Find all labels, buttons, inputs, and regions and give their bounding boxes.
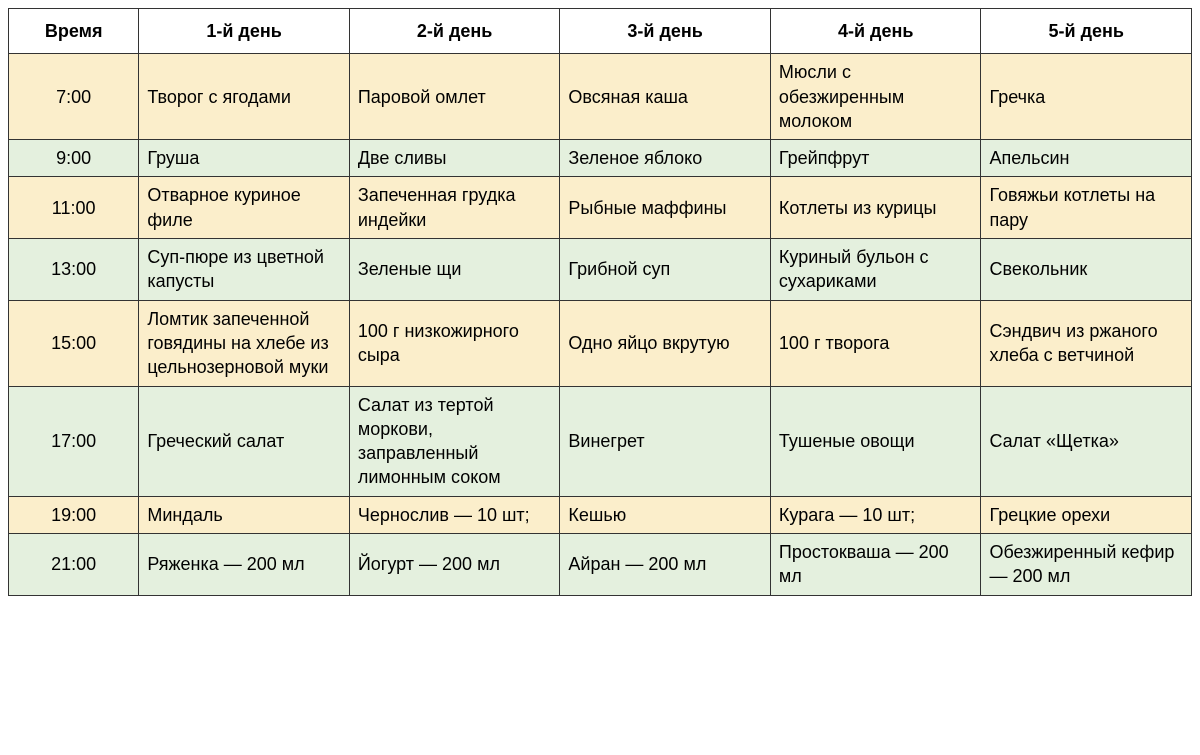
- meal-plan-table: Время 1-й день 2-й день 3-й день 4-й ден…: [8, 8, 1192, 596]
- meal-cell: Груша: [139, 140, 350, 177]
- time-cell: 21:00: [9, 534, 139, 596]
- meal-cell: Зеленое яблоко: [560, 140, 771, 177]
- meal-cell: Греческий салат: [139, 386, 350, 496]
- time-cell: 19:00: [9, 496, 139, 533]
- meal-cell: 100 г низкожирного сыра: [349, 300, 560, 386]
- meal-cell: Грибной суп: [560, 239, 771, 301]
- header-row: Время 1-й день 2-й день 3-й день 4-й ден…: [9, 9, 1192, 54]
- meal-cell: Одно яйцо вкрутую: [560, 300, 771, 386]
- meal-cell: Творог с ягодами: [139, 54, 350, 140]
- meal-cell: Обезжиренный кефир — 200 мл: [981, 534, 1192, 596]
- time-cell: 17:00: [9, 386, 139, 496]
- meal-cell: 100 г творога: [770, 300, 981, 386]
- meal-cell: Две сливы: [349, 140, 560, 177]
- meal-cell: Рыбные маффины: [560, 177, 771, 239]
- meal-cell: Грейпфрут: [770, 140, 981, 177]
- meal-cell: Овсяная каша: [560, 54, 771, 140]
- meal-cell: Паровой омлет: [349, 54, 560, 140]
- meal-cell: Ломтик запеченной говядины на хлебе из ц…: [139, 300, 350, 386]
- header-cell-day2: 2-й день: [349, 9, 560, 54]
- meal-cell: Сэндвич из ржаного хлеба с ветчиной: [981, 300, 1192, 386]
- meal-cell: Запеченная грудка индейки: [349, 177, 560, 239]
- meal-cell: Кешью: [560, 496, 771, 533]
- table-row: 7:00Творог с ягодамиПаровой омлетОвсяная…: [9, 54, 1192, 140]
- meal-cell: Чернослив — 10 шт;: [349, 496, 560, 533]
- meal-cell: Говяжьи котлеты на пару: [981, 177, 1192, 239]
- table-row: 13:00Суп-пюре из цветной капустыЗеленые …: [9, 239, 1192, 301]
- time-cell: 11:00: [9, 177, 139, 239]
- meal-cell: Салат «Щетка»: [981, 386, 1192, 496]
- meal-cell: Айран — 200 мл: [560, 534, 771, 596]
- time-cell: 15:00: [9, 300, 139, 386]
- meal-cell: Йогурт — 200 мл: [349, 534, 560, 596]
- meal-cell: Простокваша — 200 мл: [770, 534, 981, 596]
- header-cell-day4: 4-й день: [770, 9, 981, 54]
- table-row: 19:00МиндальЧернослив — 10 шт;КешьюКураг…: [9, 496, 1192, 533]
- meal-cell: Тушеные овощи: [770, 386, 981, 496]
- table-body: 7:00Творог с ягодамиПаровой омлетОвсяная…: [9, 54, 1192, 595]
- meal-cell: Свекольник: [981, 239, 1192, 301]
- time-cell: 9:00: [9, 140, 139, 177]
- meal-cell: Гречка: [981, 54, 1192, 140]
- table-row: 21:00Ряженка — 200 млЙогурт — 200 млАйра…: [9, 534, 1192, 596]
- meal-cell: Миндаль: [139, 496, 350, 533]
- table-header: Время 1-й день 2-й день 3-й день 4-й ден…: [9, 9, 1192, 54]
- header-cell-time: Время: [9, 9, 139, 54]
- meal-cell: Отварное куриное филе: [139, 177, 350, 239]
- meal-cell: Апельсин: [981, 140, 1192, 177]
- time-cell: 13:00: [9, 239, 139, 301]
- meal-cell: Винегрет: [560, 386, 771, 496]
- table-row: 11:00Отварное куриное филеЗапеченная гру…: [9, 177, 1192, 239]
- meal-cell: Курага — 10 шт;: [770, 496, 981, 533]
- meal-cell: Котлеты из курицы: [770, 177, 981, 239]
- meal-cell: Мюсли с обезжиренным молоком: [770, 54, 981, 140]
- table-row: 15:00Ломтик запеченной говядины на хлебе…: [9, 300, 1192, 386]
- meal-cell: Салат из тертой моркови, заправленный ли…: [349, 386, 560, 496]
- meal-cell: Грецкие орехи: [981, 496, 1192, 533]
- table-row: 9:00ГрушаДве сливыЗеленое яблокоГрейпфру…: [9, 140, 1192, 177]
- meal-cell: Ряженка — 200 мл: [139, 534, 350, 596]
- meal-cell: Куриный бульон с сухариками: [770, 239, 981, 301]
- table-row: 17:00Греческий салатСалат из тертой морк…: [9, 386, 1192, 496]
- meal-cell: Суп-пюре из цветной капусты: [139, 239, 350, 301]
- header-cell-day1: 1-й день: [139, 9, 350, 54]
- meal-cell: Зеленые щи: [349, 239, 560, 301]
- header-cell-day3: 3-й день: [560, 9, 771, 54]
- time-cell: 7:00: [9, 54, 139, 140]
- header-cell-day5: 5-й день: [981, 9, 1192, 54]
